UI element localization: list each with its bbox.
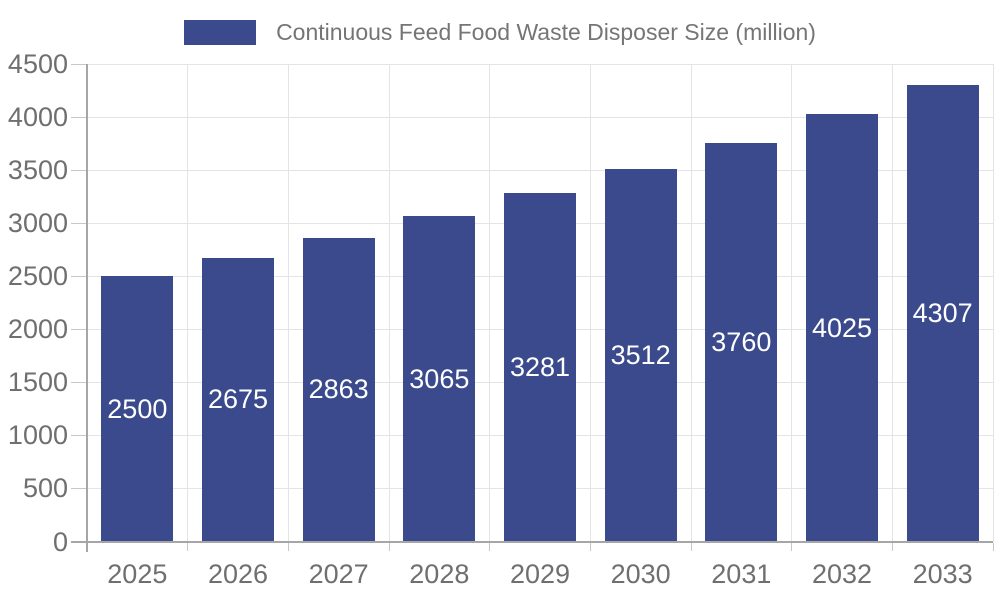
bar-value-label: 3512	[610, 339, 671, 370]
bar-2029[interactable]: 3281	[504, 193, 576, 542]
x-axis-tick-label: 2032	[811, 559, 873, 589]
bar-2027[interactable]: 2863	[302, 237, 375, 542]
bar-value-label: 4025	[811, 312, 873, 343]
x-tick-mark	[187, 543, 189, 551]
gridline-v	[791, 64, 793, 542]
legend-swatch	[184, 19, 257, 45]
bar-value-label: 3760	[711, 326, 772, 357]
y-axis-tick-label: 4500	[7, 48, 68, 79]
y-tick-mark	[71, 116, 87, 118]
y-axis-tick-label: 0	[52, 526, 68, 557]
y-axis-tick-label: 3000	[7, 207, 68, 238]
bar-2033[interactable]: 4307	[906, 84, 979, 542]
bar-value-label: 2500	[107, 393, 168, 424]
gridline-v	[388, 64, 390, 542]
bar-value-label: 2863	[308, 374, 369, 405]
y-axis-line	[86, 64, 88, 552]
x-axis-line	[71, 541, 993, 543]
y-tick-mark	[71, 169, 87, 171]
x-axis-tick-label: 2029	[509, 559, 571, 589]
y-tick-mark	[71, 382, 87, 384]
x-tick-mark	[891, 543, 893, 551]
y-tick-mark	[71, 329, 87, 331]
x-axis-tick-label: 2028	[409, 559, 470, 589]
x-tick-mark	[589, 543, 591, 551]
x-axis-tick-label: 2031	[711, 559, 772, 589]
gridline-h	[87, 63, 993, 65]
bar-value-label: 4307	[912, 297, 973, 328]
bar-2030[interactable]: 3512	[604, 168, 677, 542]
gridline-h	[87, 169, 993, 171]
legend-label: Continuous Feed Food Waste Disposer Size…	[276, 18, 816, 45]
y-tick-mark	[71, 222, 87, 224]
x-tick-mark	[388, 543, 390, 551]
y-axis-tick-label: 4000	[7, 101, 68, 132]
y-axis-tick-label: 2500	[7, 260, 68, 291]
gridline-v	[690, 64, 692, 542]
gridline-v	[287, 64, 289, 542]
y-tick-mark	[71, 63, 87, 65]
y-axis-tick-label: 1500	[7, 367, 68, 398]
y-axis-tick-label: 3500	[7, 154, 68, 185]
x-axis-tick-label: 2026	[207, 559, 269, 589]
x-tick-mark	[287, 543, 289, 551]
bar-2028[interactable]: 3065	[403, 216, 476, 542]
plot-border-right	[992, 64, 994, 542]
y-axis-tick-label: 2000	[7, 314, 68, 345]
gridline-h	[87, 116, 993, 118]
legend[interactable]: Continuous Feed Food Waste Disposer Size…	[0, 17, 1000, 47]
bar-2026[interactable]: 2675	[202, 257, 274, 542]
y-tick-mark	[71, 488, 87, 490]
gridline-v	[489, 64, 491, 542]
y-axis-tick-label: 1000	[7, 420, 68, 451]
x-axis-tick-label: 2027	[308, 559, 369, 589]
x-tick-mark	[992, 543, 994, 551]
x-axis-tick-label: 2030	[610, 559, 671, 589]
gridline-v	[589, 64, 591, 542]
bar-2032[interactable]: 4025	[806, 114, 878, 542]
y-axis-tick-label: 500	[22, 473, 68, 504]
bar-value-label: 2675	[207, 384, 269, 415]
bar-value-label: 3065	[409, 363, 470, 394]
x-tick-mark	[690, 543, 692, 551]
gridline-v	[891, 64, 893, 542]
x-tick-mark	[791, 543, 793, 551]
y-tick-mark	[71, 435, 87, 437]
bar-2025[interactable]: 2500	[101, 276, 174, 542]
x-tick-mark	[489, 543, 491, 551]
bar-2031[interactable]: 3760	[705, 142, 778, 542]
x-axis-tick-label: 2033	[912, 559, 973, 589]
y-tick-mark	[71, 275, 87, 277]
bar-value-label: 3281	[509, 352, 571, 383]
gridline-v	[187, 64, 189, 542]
x-axis-tick-label: 2025	[107, 559, 168, 589]
